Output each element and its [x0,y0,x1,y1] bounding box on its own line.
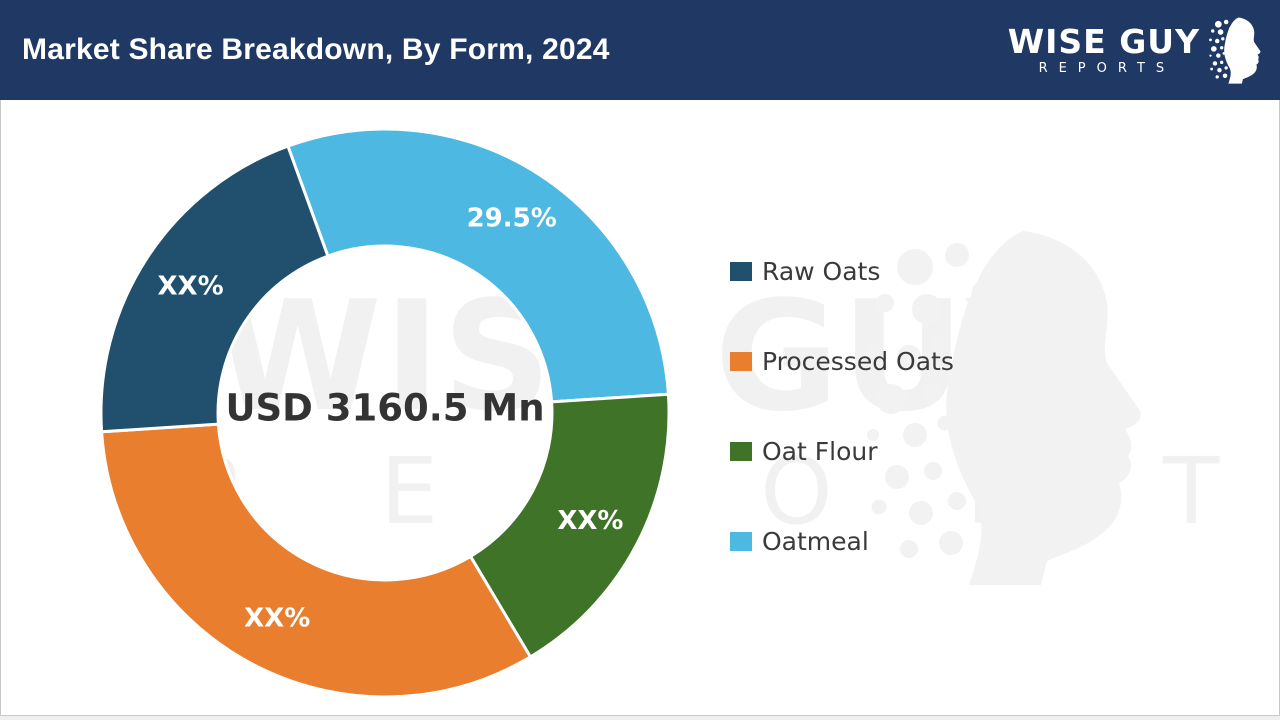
donut-slice-oat-flour [469,392,671,659]
legend-label: Oatmeal [762,526,869,556]
chart-area: WISE GUY R E P O R T S 29.5%XX%XX%XX%USD… [0,100,1280,716]
legend-item-processed-oats: Processed Oats [730,346,954,376]
slice-value-label: 29.5% [467,204,557,234]
slice-value-label: XX% [158,271,224,301]
logo-subtitle: REPORTS [1038,61,1176,76]
donut-slice-oatmeal [286,127,670,404]
header-bar: Market Share Breakdown, By Form, 2024 WI… [0,0,1280,100]
donut-slice-processed-oats [100,422,532,699]
legend-label: Oat Flour [762,436,878,466]
legend-item-raw-oats: Raw Oats [730,256,954,286]
slice-value-label: XX% [244,603,310,633]
donut-chart: 29.5% XX% XX% XX% USD 3160.5 Mn [99,127,671,699]
logo-text: WISE GUY REPORTS [1008,25,1200,75]
donut-slice-raw-oats [99,144,330,434]
legend-item-oat-flour: Oat Flour [730,436,954,466]
legend-item-oatmeal: Oatmeal [730,526,954,556]
chart-legend: Raw Oats Processed Oats Oat Flour Oatmea… [730,256,954,556]
dotted-head-profile-icon [1209,17,1261,84]
legend-swatch-raw-oats [730,261,752,281]
legend-swatch-oat-flour [730,441,752,461]
slice-value-label: XX% [557,506,623,536]
legend-swatch-oatmeal [730,531,752,551]
legend-label: Raw Oats [762,256,881,286]
bottom-strip [0,716,1280,720]
logo-wordmark: WISE GUY [1007,22,1200,61]
donut-center-value: USD 3160.5 Mn [225,387,544,430]
legend-swatch-processed-oats [730,351,752,371]
wise-guy-logo: WISE GUY REPORTS [1008,12,1262,88]
legend-label: Processed Oats [762,346,954,376]
page-title: Market Share Breakdown, By Form, 2024 [22,33,610,66]
